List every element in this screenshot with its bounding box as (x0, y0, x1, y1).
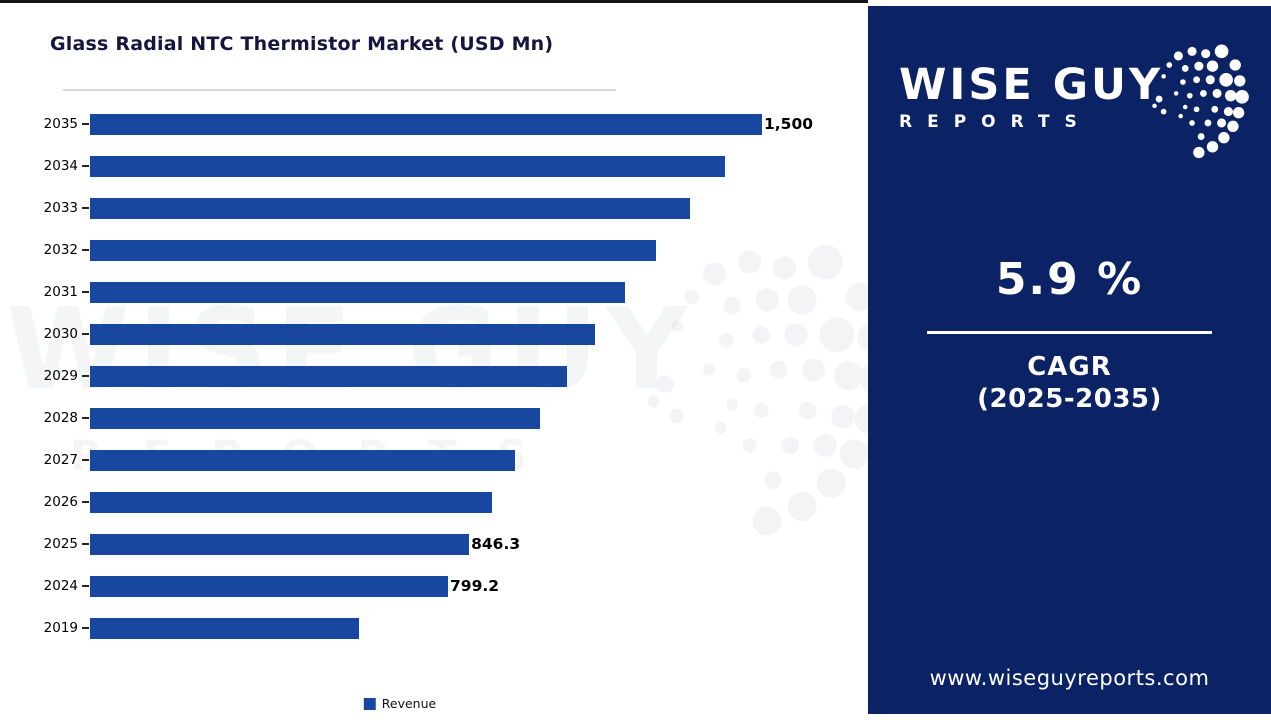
y-axis-tick-label: 2028 (43, 410, 78, 426)
logo-reports-text: REPORTS (899, 112, 1092, 133)
legend-label: Revenue (381, 696, 437, 711)
title-underline (63, 89, 616, 91)
bar-row: 2025 846.3 (34, 523, 868, 565)
bar-data-label: 846.3 (471, 535, 521, 553)
y-axis-tick-label: 2030 (43, 326, 78, 342)
logo-wiseguy-text: WISE GUY (899, 60, 1164, 110)
y-axis-tick (82, 375, 89, 377)
revenue-bar (90, 323, 595, 345)
bar-row: 2029 (34, 355, 868, 397)
bar-row: 2031 (34, 271, 868, 313)
y-axis-tick-label: 2025 (43, 536, 78, 552)
y-axis-tick (82, 501, 89, 503)
legend-swatch-icon (363, 697, 376, 710)
y-axis-tick (82, 249, 89, 251)
wiseguy-logo: WISE GUY REPORTS (897, 44, 1249, 162)
bar-row: 2027 (34, 439, 868, 481)
y-axis-tick (82, 627, 89, 629)
bar-row: 2024 799.2 (34, 565, 868, 607)
bar-row: 2019 (34, 607, 868, 649)
y-axis-tick-label: 2029 (43, 368, 78, 384)
revenue-bar (90, 617, 359, 639)
bar-row: 2030 (34, 313, 868, 355)
logo-text: WISE GUY REPORTS (899, 60, 1164, 133)
revenue-bar (90, 197, 690, 219)
y-axis-tick (82, 165, 89, 167)
bar-row: 2033 (34, 187, 868, 229)
y-axis-tick-label: 2033 (43, 200, 78, 216)
website-url: www.wiseguyreports.com (929, 666, 1210, 690)
bar-data-label: 799.2 (450, 577, 500, 595)
y-axis-tick (82, 585, 89, 587)
bar-row: 2026 (34, 481, 868, 523)
bar-chart: 2035 1,500 2034 2033 2032 2031 2030 2029 2028 202… (0, 103, 868, 649)
chart-panel: WISE GUY REPORTS Glass Radial NTC Thermi… (0, 0, 868, 711)
revenue-bar (90, 239, 657, 261)
y-axis-tick-label: 2026 (43, 494, 78, 510)
y-axis-tick (82, 417, 89, 419)
bar-row: 2032 (34, 229, 868, 271)
cagr-label: CAGR (1027, 352, 1112, 382)
bar-row: 2034 (34, 145, 868, 187)
chart-legend: Revenue (363, 696, 437, 711)
y-axis-tick (82, 291, 89, 293)
y-axis-tick-label: 2035 (43, 116, 78, 132)
cagr-period: (2025-2035) (977, 384, 1162, 414)
y-axis-tick (82, 543, 89, 545)
revenue-bar (90, 407, 541, 429)
revenue-bar (90, 113, 762, 135)
revenue-bar (90, 491, 492, 513)
y-axis-tick-label: 2034 (43, 158, 78, 174)
logo-head-icon (1152, 44, 1249, 159)
info-panel: WISE GUY REPORTS 5.9 % CAGR (2025-2035) … (868, 0, 1271, 720)
cagr-divider (927, 331, 1212, 334)
y-axis-tick-label: 2027 (43, 452, 78, 468)
revenue-bar (90, 365, 567, 387)
y-axis-tick-label: 2032 (43, 242, 78, 258)
chart-title: Glass Radial NTC Thermistor Market (USD … (50, 33, 554, 55)
y-axis-tick-label: 2031 (43, 284, 78, 300)
revenue-bar (90, 575, 448, 597)
bar-row: 2035 1,500 (34, 103, 868, 145)
y-axis-tick-label: 2024 (43, 578, 78, 594)
y-axis-tick-label: 2019 (43, 620, 78, 636)
revenue-bar (90, 449, 516, 471)
y-axis-tick (82, 459, 89, 461)
revenue-bar (90, 281, 625, 303)
cagr-value: 5.9 % (995, 254, 1144, 305)
bar-data-label: 1,500 (764, 115, 814, 133)
revenue-bar (90, 155, 726, 177)
y-axis-tick (82, 207, 89, 209)
info-panel-inner: WISE GUY REPORTS 5.9 % CAGR (2025-2035) … (868, 6, 1271, 714)
y-axis-tick (82, 333, 89, 335)
y-axis-tick (82, 123, 89, 125)
revenue-bar (90, 533, 470, 555)
bar-row: 2028 (34, 397, 868, 439)
